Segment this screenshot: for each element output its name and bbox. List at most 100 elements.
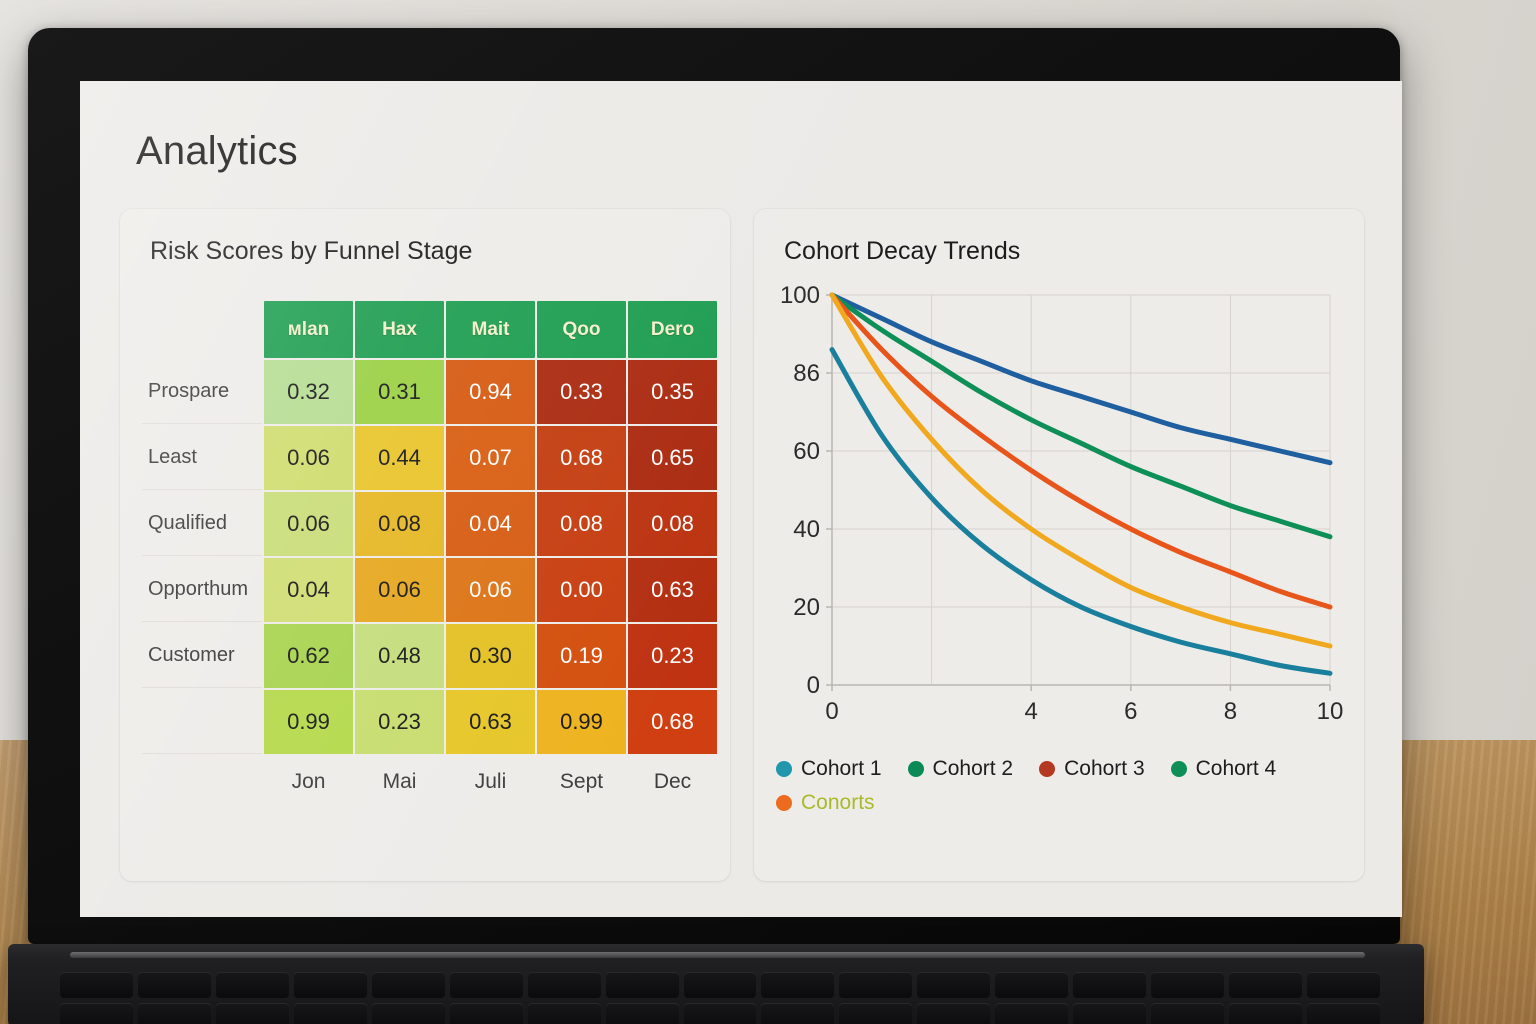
heatmap-row-label: Opporthum — [142, 558, 262, 622]
x-axis-tick-label: 4 — [1025, 698, 1038, 725]
keyboard-key[interactable] — [1073, 972, 1147, 998]
heatmap-cell[interactable]: 0.68 — [537, 426, 626, 490]
heatmap-cell[interactable]: 0.44 — [355, 426, 444, 490]
keyboard-key[interactable] — [917, 1002, 991, 1024]
heatmap-cell[interactable]: 0.06 — [264, 492, 353, 556]
keyboard-key[interactable] — [449, 1002, 523, 1024]
keyboard-key[interactable] — [605, 972, 679, 998]
x-axis-tick-label: 8 — [1224, 698, 1237, 725]
keyboard-key[interactable] — [293, 1002, 367, 1024]
keyboard-key[interactable] — [60, 1002, 133, 1024]
keyboard-key[interactable] — [917, 972, 991, 998]
legend-item[interactable]: Cohort 2 — [907, 757, 1013, 781]
keyboard-key[interactable] — [839, 972, 913, 998]
heatmap-cell[interactable]: 0.63 — [628, 558, 717, 622]
heatmap-cell[interactable]: 0.08 — [355, 492, 444, 556]
keyboard-key[interactable] — [995, 972, 1069, 998]
keyboard-key[interactable] — [449, 972, 523, 998]
heatmap-cell[interactable]: 0.08 — [537, 492, 626, 556]
heatmap-column-header: мlan — [264, 301, 353, 358]
series-line[interactable] — [829, 292, 1333, 466]
risk-scores-card: Risk Scores by Funnel Stage мlan Hax Mait Q… — [120, 209, 730, 881]
cohort-decay-svg: 0 20 40 60 86 100 0 4 6 8 10 — [780, 283, 1343, 725]
heatmap-cell[interactable]: 0.08 — [628, 492, 717, 556]
x-axis-tick-label: 0 — [825, 698, 838, 725]
heatmap-row-label: Least — [142, 426, 262, 490]
keyboard-key[interactable] — [60, 972, 133, 998]
legend-color-dot-icon — [776, 761, 792, 777]
series-line[interactable] — [829, 292, 1333, 610]
y-axis-tick-label: 20 — [793, 594, 820, 621]
heatmap-cell[interactable]: 0.62 — [264, 624, 353, 688]
keyboard-key[interactable] — [761, 1002, 835, 1024]
heatmap-cell[interactable]: 0.06 — [446, 558, 535, 622]
laptop-lid: Analytics Risk Scores by Funnel Stage — [28, 28, 1402, 944]
table-row: Least 0.06 0.44 0.07 0.68 0.65 — [142, 426, 717, 490]
keyboard-key[interactable] — [1073, 1002, 1147, 1024]
heatmap-xaxis-label: Mai — [382, 770, 417, 793]
cohort-decay-legend: Cohort 1 Cohort 2 Cohort 3 Cohort 4 Conorts — [776, 757, 1346, 815]
keyboard-key[interactable] — [215, 972, 289, 998]
page-title: Analytics — [136, 129, 298, 173]
keyboard-key[interactable] — [137, 1002, 211, 1024]
series-line[interactable] — [829, 292, 1333, 540]
series-line[interactable] — [829, 292, 1333, 649]
keyboard-key[interactable] — [761, 972, 835, 998]
heatmap-cell[interactable]: 0.06 — [264, 426, 353, 490]
heatmap-cell[interactable]: 0.68 — [628, 690, 717, 754]
keyboard-key[interactable] — [1307, 972, 1380, 998]
keyboard-key[interactable] — [839, 1002, 913, 1024]
keyboard-key[interactable] — [1229, 972, 1303, 998]
heatmap-cell[interactable]: 0.31 — [355, 360, 444, 424]
legend-item[interactable]: Cohort 4 — [1170, 757, 1276, 781]
keyboard-key[interactable] — [1307, 1002, 1380, 1024]
heatmap-cell[interactable]: 0.19 — [537, 624, 626, 688]
heatmap-cell[interactable]: 0.63 — [446, 690, 535, 754]
heatmap-cell[interactable]: 0.65 — [628, 426, 717, 490]
keyboard-key[interactable] — [995, 1002, 1069, 1024]
heatmap-cell[interactable]: 0.35 — [628, 360, 717, 424]
keyboard-key[interactable] — [1151, 1002, 1225, 1024]
heatmap-cell[interactable]: 0.99 — [537, 690, 626, 754]
heatmap-cell[interactable]: 0.23 — [355, 690, 444, 754]
keyboard-key[interactable] — [683, 1002, 757, 1024]
keyboard-key[interactable] — [137, 972, 211, 998]
heatmap-cell[interactable]: 0.33 — [537, 360, 626, 424]
heatmap-cell[interactable]: 0.30 — [446, 624, 535, 688]
heatmap-column-header: Dero — [628, 301, 717, 358]
keyboard-key[interactable] — [1229, 1002, 1303, 1024]
laptop-keyboard[interactable] — [60, 972, 1380, 1024]
heatmap-cell[interactable]: 0.23 — [628, 624, 717, 688]
keyboard-key[interactable] — [605, 1002, 679, 1024]
legend-item[interactable]: Cohort 3 — [1039, 757, 1145, 781]
heatmap-corner-cell — [142, 301, 262, 358]
legend-item[interactable]: Conorts — [776, 791, 875, 815]
heatmap-cell[interactable]: 0.04 — [264, 558, 353, 622]
heatmap-cell[interactable]: 0.06 — [355, 558, 444, 622]
heatmap-cell[interactable]: 0.00 — [537, 558, 626, 622]
keyboard-key[interactable] — [293, 972, 367, 998]
heatmap-cell[interactable]: 0.48 — [355, 624, 444, 688]
legend-label: Conorts — [801, 791, 875, 814]
table-row: Prospare 0.32 0.31 0.94 0.33 0.35 — [142, 360, 717, 424]
risk-scores-card-title: Risk Scores by Funnel Stage — [150, 237, 473, 265]
heatmap-cell[interactable]: 0.99 — [264, 690, 353, 754]
series-line[interactable] — [829, 347, 1333, 676]
heatmap-cell[interactable]: 0.07 — [446, 426, 535, 490]
y-axis-tick-label: 86 — [793, 360, 820, 387]
keyboard-key[interactable] — [371, 972, 445, 998]
heatmap-cell[interactable]: 0.94 — [446, 360, 535, 424]
keyboard-key[interactable] — [371, 1002, 445, 1024]
legend-item[interactable]: Cohort 1 — [776, 757, 882, 781]
keyboard-key[interactable] — [527, 1002, 601, 1024]
heatmap-row-label — [142, 690, 262, 754]
heatmap-column-header: Qoo — [537, 301, 626, 358]
y-axis-tick-label: 40 — [793, 516, 820, 543]
heatmap-cell[interactable]: 0.04 — [446, 492, 535, 556]
keyboard-key[interactable] — [527, 972, 601, 998]
heatmap-cell[interactable]: 0.32 — [264, 360, 353, 424]
heatmap-container: мlan Hax Mait Qoo Dero Prospare 0.32 0.31 0.94 0… — [140, 299, 717, 797]
keyboard-key[interactable] — [683, 972, 757, 998]
keyboard-key[interactable] — [215, 1002, 289, 1024]
keyboard-key[interactable] — [1151, 972, 1225, 998]
